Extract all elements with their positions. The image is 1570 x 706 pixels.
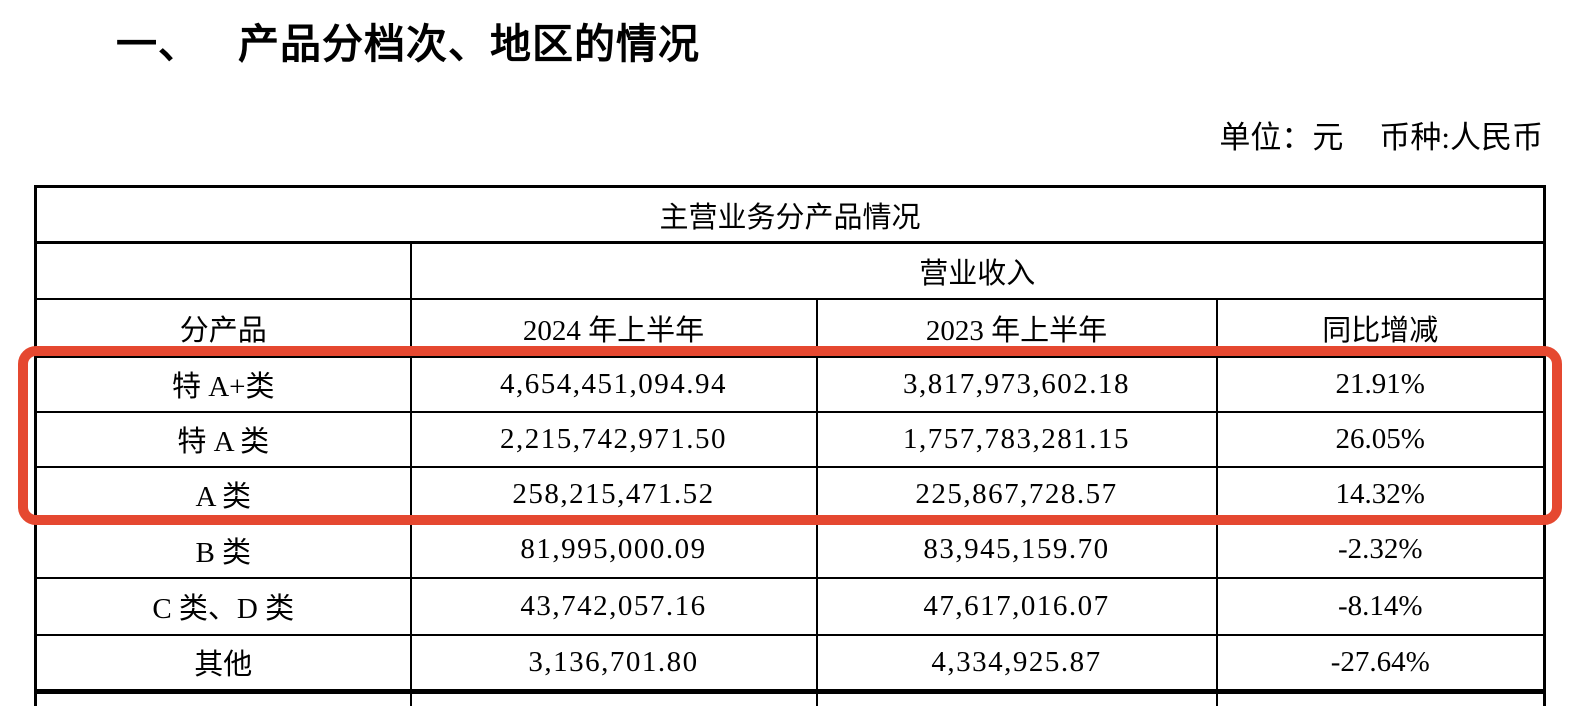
product-cell: B 类 [34,520,412,579]
revenue-2024-cell: 2,215,742,971.50 [409,410,818,468]
table-row-b: B 类 81,995,000.09 83,945,159.70 -2.32% [34,520,1546,579]
title-section-number: 一、 [116,21,200,67]
revenue-2023-cell: 83,945,159.70 [815,520,1218,579]
unit-note: 单位：元 [1219,120,1344,155]
revenue-header: 营业收入 [409,241,1546,300]
revenue-2024-cell: 43,742,057.16 [409,576,818,636]
column-header-product: 分产品 [34,297,412,358]
table-row-a: A 类 258,215,471.52 225,867,728.57 14.32% [34,465,1546,523]
page-title: 一、 产品分档次、地区的情况 [116,10,700,70]
table-row-te-a-plus: 特 A+类 4,654,451,094.94 3,817,973,602.18 … [34,355,1546,413]
revenue-2023-cell: 225,867,728.57 [815,465,1218,523]
column-header-row: 分产品 2024 年上半年 2023 年上半年 同比增减 [34,297,1546,358]
revenue-2023-cell: 1,757,783,281.15 [815,410,1218,468]
yoy-cell: 26.05% [1215,410,1546,468]
table-row-c-d: C 类、D 类 43,742,057.16 47,617,016.07 -8.1… [34,576,1546,636]
yoy-cell: -2.32% [1215,520,1546,579]
empty-cell [1215,690,1546,706]
empty-cell [409,690,818,706]
unit-note-line: 单位：元 币种:人民币 [1219,112,1543,157]
table-caption-row: 主营业务分产品情况 [34,185,1546,244]
revenue-header-row: 营业收入 [34,241,1546,300]
product-cell: 特 A+类 [34,355,412,413]
column-header-2023h1: 2023 年上半年 [815,297,1218,358]
empty-cell [815,690,1218,706]
table-row-other: 其他 3,136,701.80 4,334,925.87 -27.64% [34,633,1546,694]
revenue-2024-cell: 3,136,701.80 [409,633,818,694]
revenue-2024-cell: 258,215,471.52 [409,465,818,523]
table-caption: 主营业务分产品情况 [34,185,1546,244]
yoy-cell: 14.32% [1215,465,1546,523]
column-header-yoy: 同比增减 [1215,297,1546,358]
product-cell: C 类、D 类 [34,576,412,636]
title-text: 产品分档次、地区的情况 [238,21,700,67]
empty-cell [34,241,412,300]
product-cell: 其他 [34,633,412,694]
table-row-te-a: 特 A 类 2,215,742,971.50 1,757,783,281.15 … [34,410,1546,468]
product-cell: A 类 [34,465,412,523]
currency-note: 币种:人民币 [1379,120,1543,155]
yoy-cell: -8.14% [1215,576,1546,636]
product-cell: 特 A 类 [34,410,412,468]
yoy-cell: 21.91% [1215,355,1546,413]
revenue-2023-cell: 3,817,973,602.18 [815,355,1218,413]
revenue-2023-cell: 47,617,016.07 [815,576,1218,636]
revenue-2024-cell: 4,654,451,094.94 [409,355,818,413]
truncated-row [34,690,1546,706]
empty-cell [34,690,412,706]
revenue-2024-cell: 81,995,000.09 [409,520,818,579]
product-revenue-table: 主营业务分产品情况 营业收入 分产品 2024 年上半年 2023 年上半年 同… [34,185,1547,706]
yoy-cell: -27.64% [1215,633,1546,694]
column-header-2024h1: 2024 年上半年 [409,297,818,358]
revenue-2023-cell: 4,334,925.87 [815,633,1218,694]
